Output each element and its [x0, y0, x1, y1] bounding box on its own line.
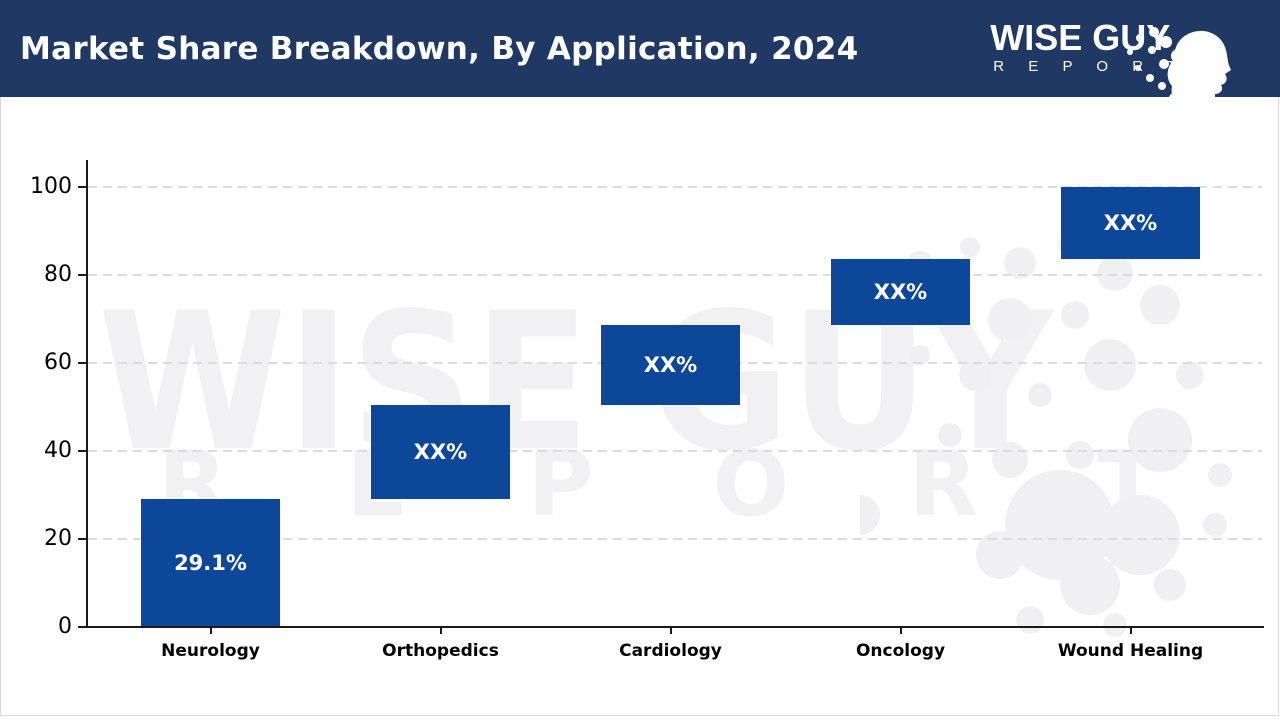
y-axis: [86, 160, 88, 628]
y-tick-label: 20: [44, 526, 72, 551]
category-label-cardiology: Cardiology: [619, 641, 722, 661]
bar-oncology: [831, 259, 970, 326]
y-tick-label: 0: [58, 614, 72, 639]
y-tick-mark: [78, 450, 87, 452]
category-label-orthopedics: Orthopedics: [382, 641, 499, 661]
x-tick-mark: [899, 627, 902, 634]
bar-value-label-cardiology: XX%: [643, 352, 698, 377]
brand-logo: WISE GUY R E P O R T S: [990, 20, 1231, 97]
y-tick-mark: [78, 186, 87, 188]
y-tick-label: 100: [30, 174, 72, 199]
y-tick-mark: [78, 538, 87, 540]
bar-wound-healing: [1061, 187, 1200, 260]
y-tick-mark: [78, 362, 87, 364]
y-tick-label: 60: [44, 350, 72, 375]
brand-subtext: R E P O R T S: [993, 58, 1220, 75]
y-tick-mark: [78, 626, 87, 628]
bar-value-label-orthopedics: XX%: [413, 439, 468, 464]
bar-value-label-oncology: XX%: [873, 280, 928, 305]
x-tick-mark: [669, 627, 672, 634]
x-tick-mark: [439, 627, 442, 634]
header-bar: Market Share Breakdown, By Application, …: [0, 0, 1280, 97]
x-tick-mark: [209, 627, 212, 634]
y-gridline: [88, 186, 1262, 188]
x-tick-mark: [1129, 627, 1132, 634]
y-gridline: [88, 274, 1262, 276]
y-tick-label: 80: [44, 262, 72, 287]
bar-cardiology: [601, 325, 740, 405]
x-axis: [86, 626, 1264, 628]
category-label-wound-healing: Wound Healing: [1057, 641, 1204, 661]
bar-value-label-wound-healing: XX%: [1103, 211, 1158, 236]
bar-orthopedics: [371, 404, 510, 499]
y-tick-mark: [78, 274, 87, 276]
y-gridline: [88, 538, 1262, 540]
category-label-oncology: Oncology: [855, 641, 946, 661]
y-gridline: [88, 450, 1262, 452]
bar-neurology: [141, 498, 280, 627]
brand-head-icon: [1127, 27, 1231, 97]
y-tick-label: 40: [44, 438, 72, 463]
bar-value-label-neurology: 29.1%: [174, 550, 247, 575]
category-label-neurology: Neurology: [161, 641, 260, 661]
chart-title: Market Share Breakdown, By Application, …: [20, 30, 859, 67]
